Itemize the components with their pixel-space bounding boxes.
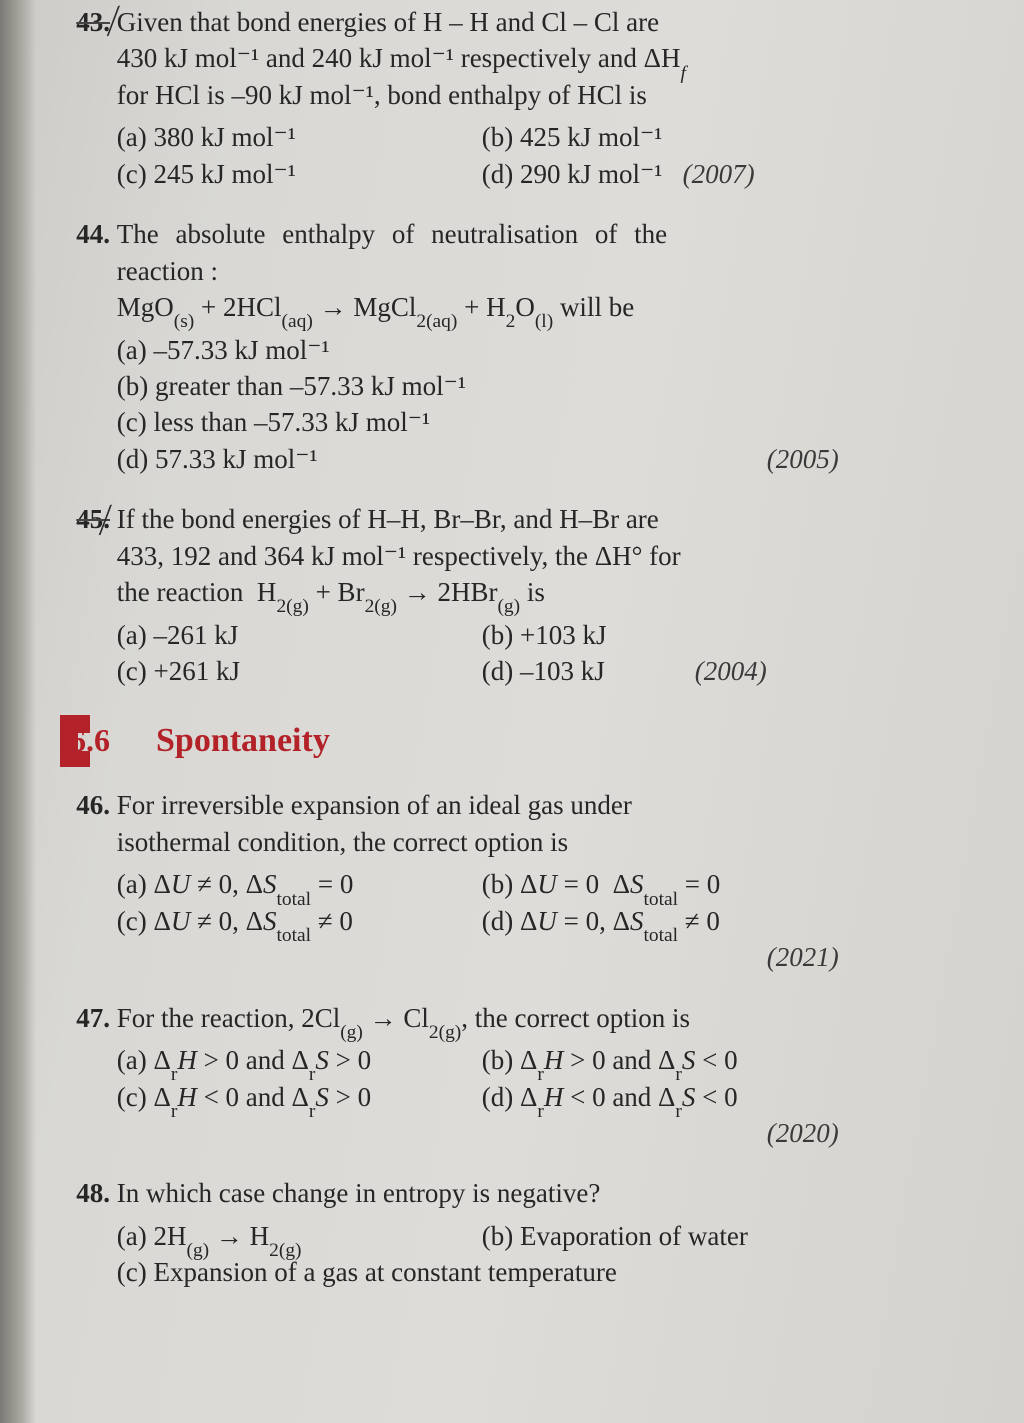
question-45: ⁄ 45. If the bond energies of H–H, Br–Br… xyxy=(60,501,860,689)
question-46-options: (a) ΔU ≠ 0, ΔStotal = 0 (b) ΔU = 0 ΔStot… xyxy=(117,866,847,975)
question-45-opt-a: (a) –261 kJ xyxy=(117,617,482,653)
question-47-year: (2020) xyxy=(767,1118,839,1148)
question-44-number: 44. xyxy=(60,216,110,252)
question-44-opt-a: (a) –57.33 kJ mol⁻¹ xyxy=(117,332,847,368)
question-47: 47. For the reaction, 2Cl(g) → Cl2(g), t… xyxy=(60,1000,860,1152)
question-47-opt-a: (a) ΔrH > 0 and ΔrS > 0 xyxy=(117,1042,482,1078)
question-48-options: (a) 2H(g) → H2(g) (b) Evaporation of wat… xyxy=(117,1218,847,1291)
question-43-options: (a) 380 kJ mol⁻¹ (b) 425 kJ mol⁻¹ (c) 24… xyxy=(117,119,847,192)
question-44: 44. The absolute enthalpy of neutralisat… xyxy=(60,216,860,477)
question-46-line1: For irreversible expansion of an ideal g… xyxy=(117,790,632,820)
question-44-line2: reaction : xyxy=(117,256,218,286)
question-45-line1: If the bond energies of H–H, Br–Br, and … xyxy=(117,504,659,534)
section-tab-icon: 6.6 xyxy=(60,715,148,767)
question-44-eqn: MgO(s) + 2HCl(aq) → MgCl2(aq) + H2O(l) w… xyxy=(117,292,634,322)
question-47-number: 47. xyxy=(60,1000,110,1036)
question-47-options: (a) ΔrH > 0 and ΔrS > 0 (b) ΔrH > 0 and … xyxy=(117,1042,847,1151)
section-header-6-6: 6.6 Spontaneity xyxy=(60,715,860,767)
question-43-line2: 430 kJ mol⁻¹ and 240 kJ mol⁻¹ respective… xyxy=(117,43,686,73)
question-46: 46. For irreversible expansion of an ide… xyxy=(60,787,860,975)
question-43-body: Given that bond energies of H – H and Cl… xyxy=(117,4,847,192)
section-number: 6.6 xyxy=(70,719,148,762)
question-46-body: For irreversible expansion of an ideal g… xyxy=(117,787,847,975)
question-43-opt-b: (b) 425 kJ mol⁻¹ xyxy=(482,119,847,155)
question-45-opt-c: (c) +261 kJ xyxy=(117,653,482,689)
question-46-year: (2021) xyxy=(767,942,839,972)
question-46-opt-a: (a) ΔU ≠ 0, ΔStotal = 0 xyxy=(117,866,482,902)
question-43-line3: for HCl is –90 kJ mol⁻¹, bond enthalpy o… xyxy=(117,80,647,110)
question-48-line1: In which case change in entropy is negat… xyxy=(117,1178,601,1208)
question-46-line2: isothermal condition, the correct option… xyxy=(117,827,568,857)
question-47-opt-b: (b) ΔrH > 0 and ΔrS < 0 xyxy=(482,1042,847,1078)
question-48-opt-c: (c) Expansion of a gas at constant tempe… xyxy=(117,1254,847,1290)
section-title: Spontaneity xyxy=(156,718,330,764)
question-48-opt-b: (b) Evaporation of water xyxy=(482,1218,847,1254)
question-43-line1: Given that bond energies of H – H and Cl… xyxy=(117,7,659,37)
question-44-line1: The absolute enthalpy of neutralisation … xyxy=(117,219,667,249)
question-48-opt-a: (a) 2H(g) → H2(g) xyxy=(117,1218,482,1254)
question-48-body: In which case change in entropy is negat… xyxy=(117,1175,847,1290)
question-45-opt-d: (d) –103 kJ(2004) xyxy=(482,653,847,689)
question-43-number: 43. xyxy=(60,4,110,40)
question-46-opt-b: (b) ΔU = 0 ΔStotal = 0 xyxy=(482,866,847,902)
question-45-options: (a) –261 kJ (b) +103 kJ (c) +261 kJ (d) … xyxy=(117,617,847,690)
question-45-body: If the bond energies of H–H, Br–Br, and … xyxy=(117,501,847,689)
question-45-line3: the reaction H2(g) + Br2(g) → 2HBr(g) is xyxy=(117,577,545,607)
question-44-opt-c: (c) less than –57.33 kJ mol⁻¹ xyxy=(117,404,847,440)
question-48: 48. In which case change in entropy is n… xyxy=(60,1175,860,1290)
question-43: ⁄ 43. Given that bond energies of H – H … xyxy=(60,4,860,192)
question-47-body: For the reaction, 2Cl(g) → Cl2(g), the c… xyxy=(117,1000,847,1152)
question-45-opt-b: (b) +103 kJ xyxy=(482,617,847,653)
question-44-opt-d: (d) 57.33 kJ mol⁻¹ xyxy=(117,441,482,477)
question-45-line2: 433, 192 and 364 kJ mol⁻¹ respectively, … xyxy=(117,541,681,571)
question-47-line1: For the reaction, 2Cl(g) → Cl2(g), the c… xyxy=(117,1003,690,1033)
question-44-body: The absolute enthalpy of neutralisation … xyxy=(117,216,847,477)
question-44-year: (2005) xyxy=(767,444,839,474)
page-scan: ⁄ 43. Given that bond energies of H – H … xyxy=(0,0,1024,1423)
main-column: ⁄ 43. Given that bond energies of H – H … xyxy=(60,0,860,1291)
question-43-opt-c: (c) 245 kJ mol⁻¹ xyxy=(117,156,482,192)
page-crease-shadow xyxy=(0,0,36,1423)
question-45-year: (2004) xyxy=(695,656,767,686)
question-48-number: 48. xyxy=(60,1175,110,1211)
question-43-opt-a: (a) 380 kJ mol⁻¹ xyxy=(117,119,482,155)
question-46-number: 46. xyxy=(60,787,110,823)
question-43-opt-d: (d) 290 kJ mol⁻¹ (2007) xyxy=(482,156,847,192)
question-43-year: (2007) xyxy=(683,159,755,189)
question-44-opt-b: (b) greater than –57.33 kJ mol⁻¹ xyxy=(117,368,847,404)
question-44-options: (a) –57.33 kJ mol⁻¹ (b) greater than –57… xyxy=(117,332,847,478)
